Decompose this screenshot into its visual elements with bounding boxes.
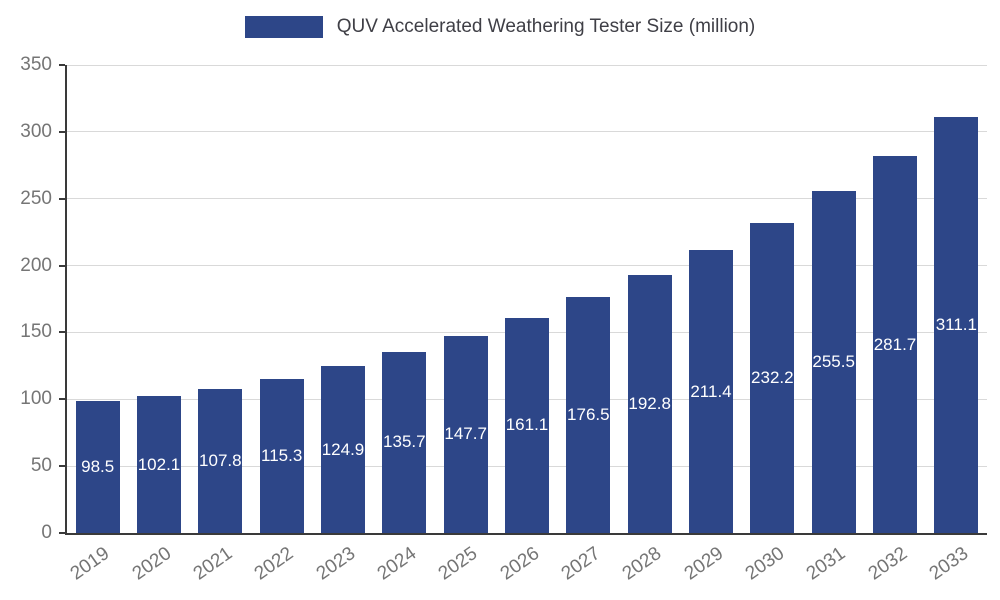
plot-area: 98.5 102.1 107.8 115.3 124.9 135.7 147.7 161.1 1… (65, 64, 987, 535)
bar: 211.4 (688, 250, 734, 533)
bar-value-label: 107.8 (199, 450, 242, 470)
y-axis-tick-mark (59, 398, 65, 401)
bar: 192.8 (627, 275, 672, 533)
x-axis-tick-label: 2025 (435, 543, 482, 585)
x-axis-tick-label: 2022 (251, 543, 298, 585)
x-axis-tick-label: 2021 (189, 543, 237, 585)
bar-value-label: 192.8 (628, 394, 671, 414)
x-axis-tick-label: 2029 (680, 543, 728, 585)
y-axis-tick-mark (59, 465, 65, 468)
x-axis-tick-label: 2020 (128, 543, 176, 585)
bar: 232.2 (750, 222, 795, 533)
y-axis-tick-mark (59, 532, 65, 534)
bar: 176.5 (566, 297, 611, 533)
gridline (67, 64, 987, 66)
bar-value-label: 98.5 (81, 457, 115, 477)
x-axis-tick-label: 2026 (496, 543, 544, 585)
bar: 161.1 (504, 317, 550, 533)
y-axis-tick-label: 0 (41, 522, 52, 543)
bar: 281.7 (872, 156, 918, 533)
y-axis-tick-label: 100 (20, 388, 52, 410)
bar: 98.5 (75, 401, 120, 533)
y-axis-tick-mark (59, 197, 65, 200)
bar-value-label: 211.4 (690, 381, 732, 401)
x-axis-tick-label: 2027 (557, 543, 605, 585)
x-axis-tick-label: 2024 (373, 543, 421, 585)
y-axis-tick-mark (59, 264, 65, 267)
y-axis-tick-label: 50 (30, 455, 52, 477)
bar-value-label: 147.7 (444, 424, 487, 444)
x-axis-tick-label: 2019 (67, 543, 114, 585)
x-axis-tick-label: 2023 (312, 543, 360, 585)
bar: 135.7 (382, 351, 427, 533)
bar-value-label: 311.1 (935, 315, 977, 334)
bar-value-label: 255.5 (812, 352, 855, 372)
x-axis-tick-label: 2028 (619, 543, 666, 585)
bar: 115.3 (259, 378, 304, 533)
y-axis-tick-label: 150 (20, 321, 52, 343)
gridline (67, 198, 987, 200)
bar: 124.9 (320, 366, 366, 533)
y-axis-tick-label: 250 (20, 187, 52, 209)
x-axis-tick-label: 2033 (925, 543, 973, 585)
bar-value-label: 124.9 (321, 439, 365, 459)
bar: 107.8 (198, 388, 243, 533)
x-axis-tick-label: 2031 (803, 543, 850, 585)
y-axis-tick-mark (59, 331, 65, 334)
bar-value-label: 102.1 (137, 454, 181, 474)
y-axis-tick-label: 350 (20, 54, 52, 75)
bar: 311.1 (934, 117, 979, 533)
bar-value-label: 115.3 (261, 445, 303, 465)
bar: 255.5 (811, 191, 856, 533)
gridline (67, 131, 987, 133)
x-axis-tick-label: 2030 (741, 543, 789, 585)
chart-legend: QUV Accelerated Weathering Tester Size (… (0, 16, 1000, 38)
bar-value-label: 281.7 (873, 334, 917, 354)
y-axis-tick-mark (59, 64, 65, 66)
y-axis-tick-label: 200 (20, 254, 52, 276)
bar: 147.7 (443, 335, 488, 533)
gridline (67, 265, 987, 267)
y-axis-tick-label: 300 (20, 120, 52, 142)
y-axis-tick-mark (59, 130, 65, 133)
bar-value-label: 176.5 (567, 405, 610, 424)
legend-swatch (244, 16, 323, 38)
bar-value-label: 135.7 (383, 432, 426, 452)
chart-title: QUV Accelerated Weathering Tester Size (… (336, 16, 756, 37)
bar: 102.1 (136, 396, 182, 533)
bar-value-label: 232.2 (751, 367, 794, 387)
bar-value-label: 161.1 (505, 415, 549, 435)
x-axis-tick-label: 2032 (864, 543, 912, 585)
